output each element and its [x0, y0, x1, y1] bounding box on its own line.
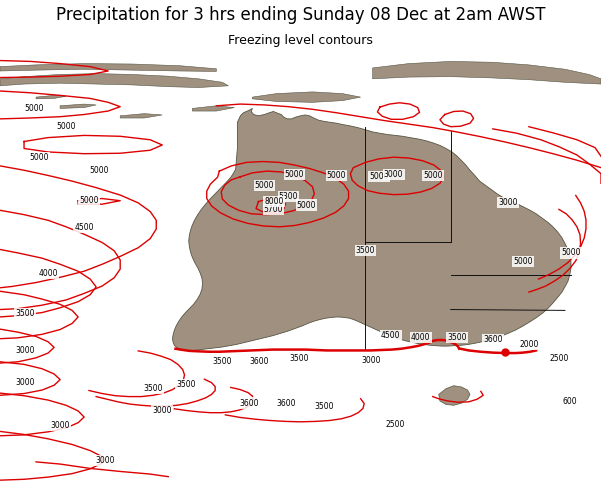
Text: 3500: 3500 [16, 309, 35, 318]
Polygon shape [36, 95, 66, 99]
Text: 5000: 5000 [513, 257, 532, 266]
Polygon shape [0, 74, 228, 87]
Text: 2000: 2000 [519, 340, 538, 349]
Text: 5000: 5000 [56, 122, 76, 131]
Text: 3600: 3600 [240, 399, 259, 407]
Text: 8000: 8000 [264, 197, 284, 206]
Text: 4500: 4500 [381, 331, 400, 340]
Text: Freezing level contours: Freezing level contours [228, 34, 373, 47]
Text: 3600: 3600 [250, 357, 269, 366]
Text: 3000: 3000 [50, 421, 70, 430]
Text: Precipitation for 3 hrs ending Sunday 08 Dec at 2am AWST: Precipitation for 3 hrs ending Sunday 08… [56, 6, 545, 24]
Text: 5000: 5000 [24, 104, 43, 113]
Text: 4000: 4000 [38, 269, 58, 278]
Polygon shape [373, 61, 601, 84]
Text: 3000: 3000 [153, 406, 172, 415]
Text: 3600: 3600 [483, 335, 502, 345]
Text: 3500: 3500 [356, 246, 375, 255]
Text: 3500: 3500 [213, 357, 232, 366]
Text: 3000: 3000 [384, 170, 403, 179]
Text: 2500: 2500 [549, 354, 569, 363]
Text: 5000: 5000 [561, 248, 581, 258]
Polygon shape [252, 92, 361, 102]
Text: 4000: 4000 [411, 333, 430, 342]
Text: 3500: 3500 [315, 402, 334, 411]
Text: 5000: 5000 [29, 153, 49, 162]
Text: 5000: 5000 [255, 181, 274, 190]
Text: 5000: 5000 [285, 170, 304, 179]
Text: 5700: 5700 [264, 205, 283, 214]
Text: 3000: 3000 [362, 356, 381, 365]
Polygon shape [172, 108, 571, 350]
Text: 3000: 3000 [16, 346, 35, 354]
Text: 5000: 5000 [297, 201, 316, 209]
Text: 3500: 3500 [177, 380, 196, 389]
Text: 3500: 3500 [447, 333, 466, 342]
Text: 5000: 5000 [90, 166, 109, 175]
Text: 600: 600 [563, 397, 577, 407]
Text: 5000: 5000 [327, 171, 346, 180]
Text: 3000: 3000 [16, 378, 35, 386]
Text: 3500: 3500 [144, 384, 163, 393]
Polygon shape [120, 114, 162, 118]
Text: 2500: 2500 [386, 420, 405, 429]
Text: 3000: 3000 [96, 456, 115, 465]
Text: 5000: 5000 [369, 172, 388, 181]
Polygon shape [0, 63, 216, 71]
Text: 4500: 4500 [75, 223, 94, 232]
Polygon shape [192, 106, 234, 111]
Text: 5000: 5000 [79, 196, 99, 205]
Text: 3000: 3000 [498, 198, 517, 207]
Text: 5000: 5000 [423, 171, 442, 180]
Polygon shape [60, 104, 96, 108]
Text: 3500: 3500 [290, 354, 309, 363]
Text: 5300: 5300 [279, 192, 298, 201]
Polygon shape [439, 386, 470, 406]
Text: 3600: 3600 [276, 399, 296, 407]
